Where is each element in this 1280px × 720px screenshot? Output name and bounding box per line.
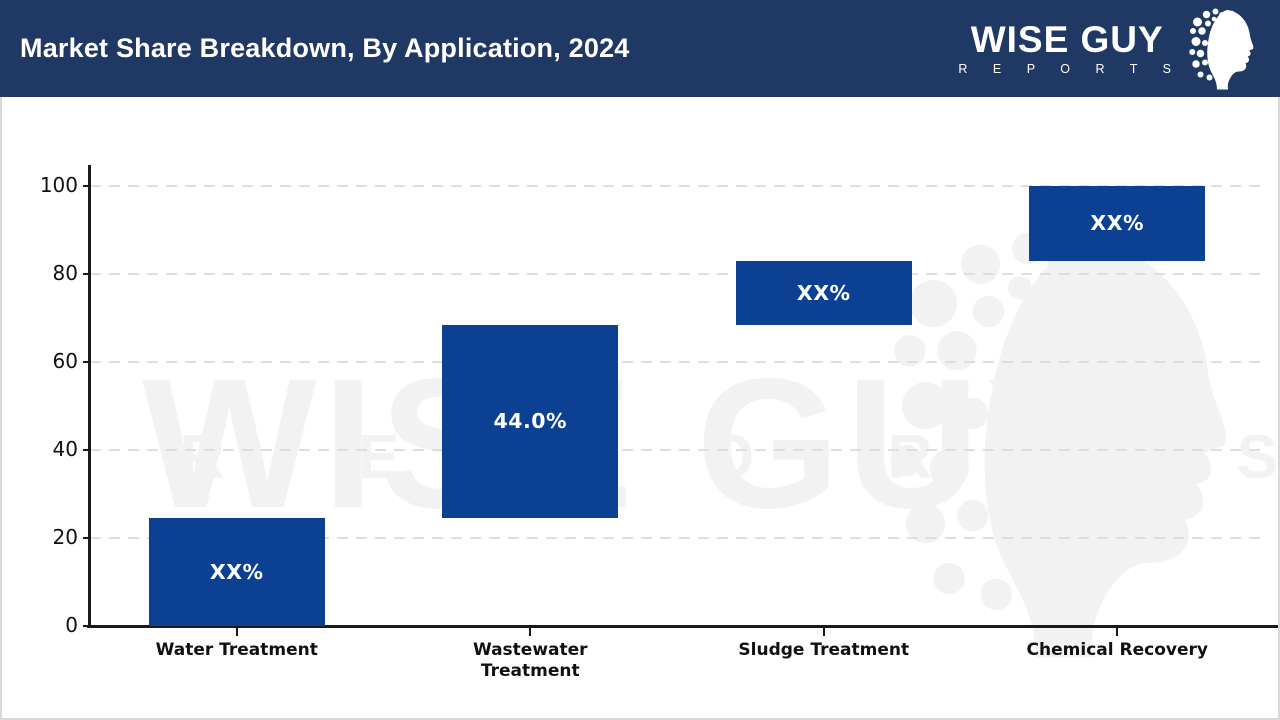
y-tick-mark-100 (83, 185, 90, 187)
bar-1: XX% (148, 518, 325, 626)
x-axis-line (87, 625, 1278, 628)
y-tick-label-40: 40 (52, 437, 78, 461)
gridline-40 (90, 449, 1264, 451)
bar-value-label: XX% (1090, 211, 1145, 236)
gridline-60 (90, 361, 1264, 363)
x-tick-mark-2 (529, 628, 532, 636)
x-category-label: Sludge Treatment (738, 640, 910, 660)
x-category-label: Water Treatment (155, 640, 318, 660)
gridline-80 (90, 273, 1264, 275)
logo-reports-text: R E P O R T S (958, 62, 1182, 76)
x-tick-mark-4 (1116, 628, 1119, 636)
chart-body: WISE GUY R E P O R T S 0 20 40 60 80 100 XX% Wa… (0, 97, 1280, 720)
plot-area: 0 20 40 60 80 100 XX% Water Treatment 44.0% Waste… (2, 97, 1278, 718)
y-tick-mark-80 (83, 273, 90, 275)
bar-2: 44.0% (442, 324, 619, 519)
y-tick-label-60: 60 (52, 349, 78, 373)
gridline-20 (90, 537, 1264, 539)
y-tick-label-0: 0 (65, 613, 78, 637)
y-tick-label-80: 80 (52, 261, 78, 285)
x-category-label: Wastewater Treatment (472, 640, 588, 682)
y-tick-mark-40 (83, 449, 90, 451)
y-axis-line (88, 165, 91, 628)
bar-value-label: XX% (796, 280, 851, 305)
watermark-head-icon (890, 232, 1226, 658)
bar-value-label: 44.0% (493, 409, 568, 434)
x-category-label: Chemical Recovery (1026, 640, 1208, 660)
y-tick-mark-0 (83, 625, 90, 627)
y-tick-mark-20 (83, 537, 90, 539)
gridline-100 (90, 185, 1264, 187)
header: Market Share Breakdown, By Application, … (0, 0, 1280, 97)
bar-4: XX% (1029, 186, 1206, 261)
x-tick-mark-1 (235, 628, 238, 636)
y-tick-mark-60 (83, 361, 90, 363)
wiseguy-logo: WISE GUY R E P O R T S (952, 7, 1262, 91)
chart-title: Market Share Breakdown, By Application, … (20, 33, 630, 63)
x-tick-mark-3 (822, 628, 825, 636)
logo-text: WISE GUY R E P O R T S (952, 21, 1182, 76)
bar-value-label: XX% (209, 560, 264, 585)
logo-head-icon (1189, 8, 1254, 89)
watermark-brand-text: WISE GUY (142, 341, 1116, 547)
y-tick-label-100: 100 (39, 173, 78, 197)
bar-3: XX% (735, 260, 912, 325)
logo-brand-text: WISE GUY (970, 19, 1164, 60)
y-tick-label-20: 20 (52, 525, 78, 549)
